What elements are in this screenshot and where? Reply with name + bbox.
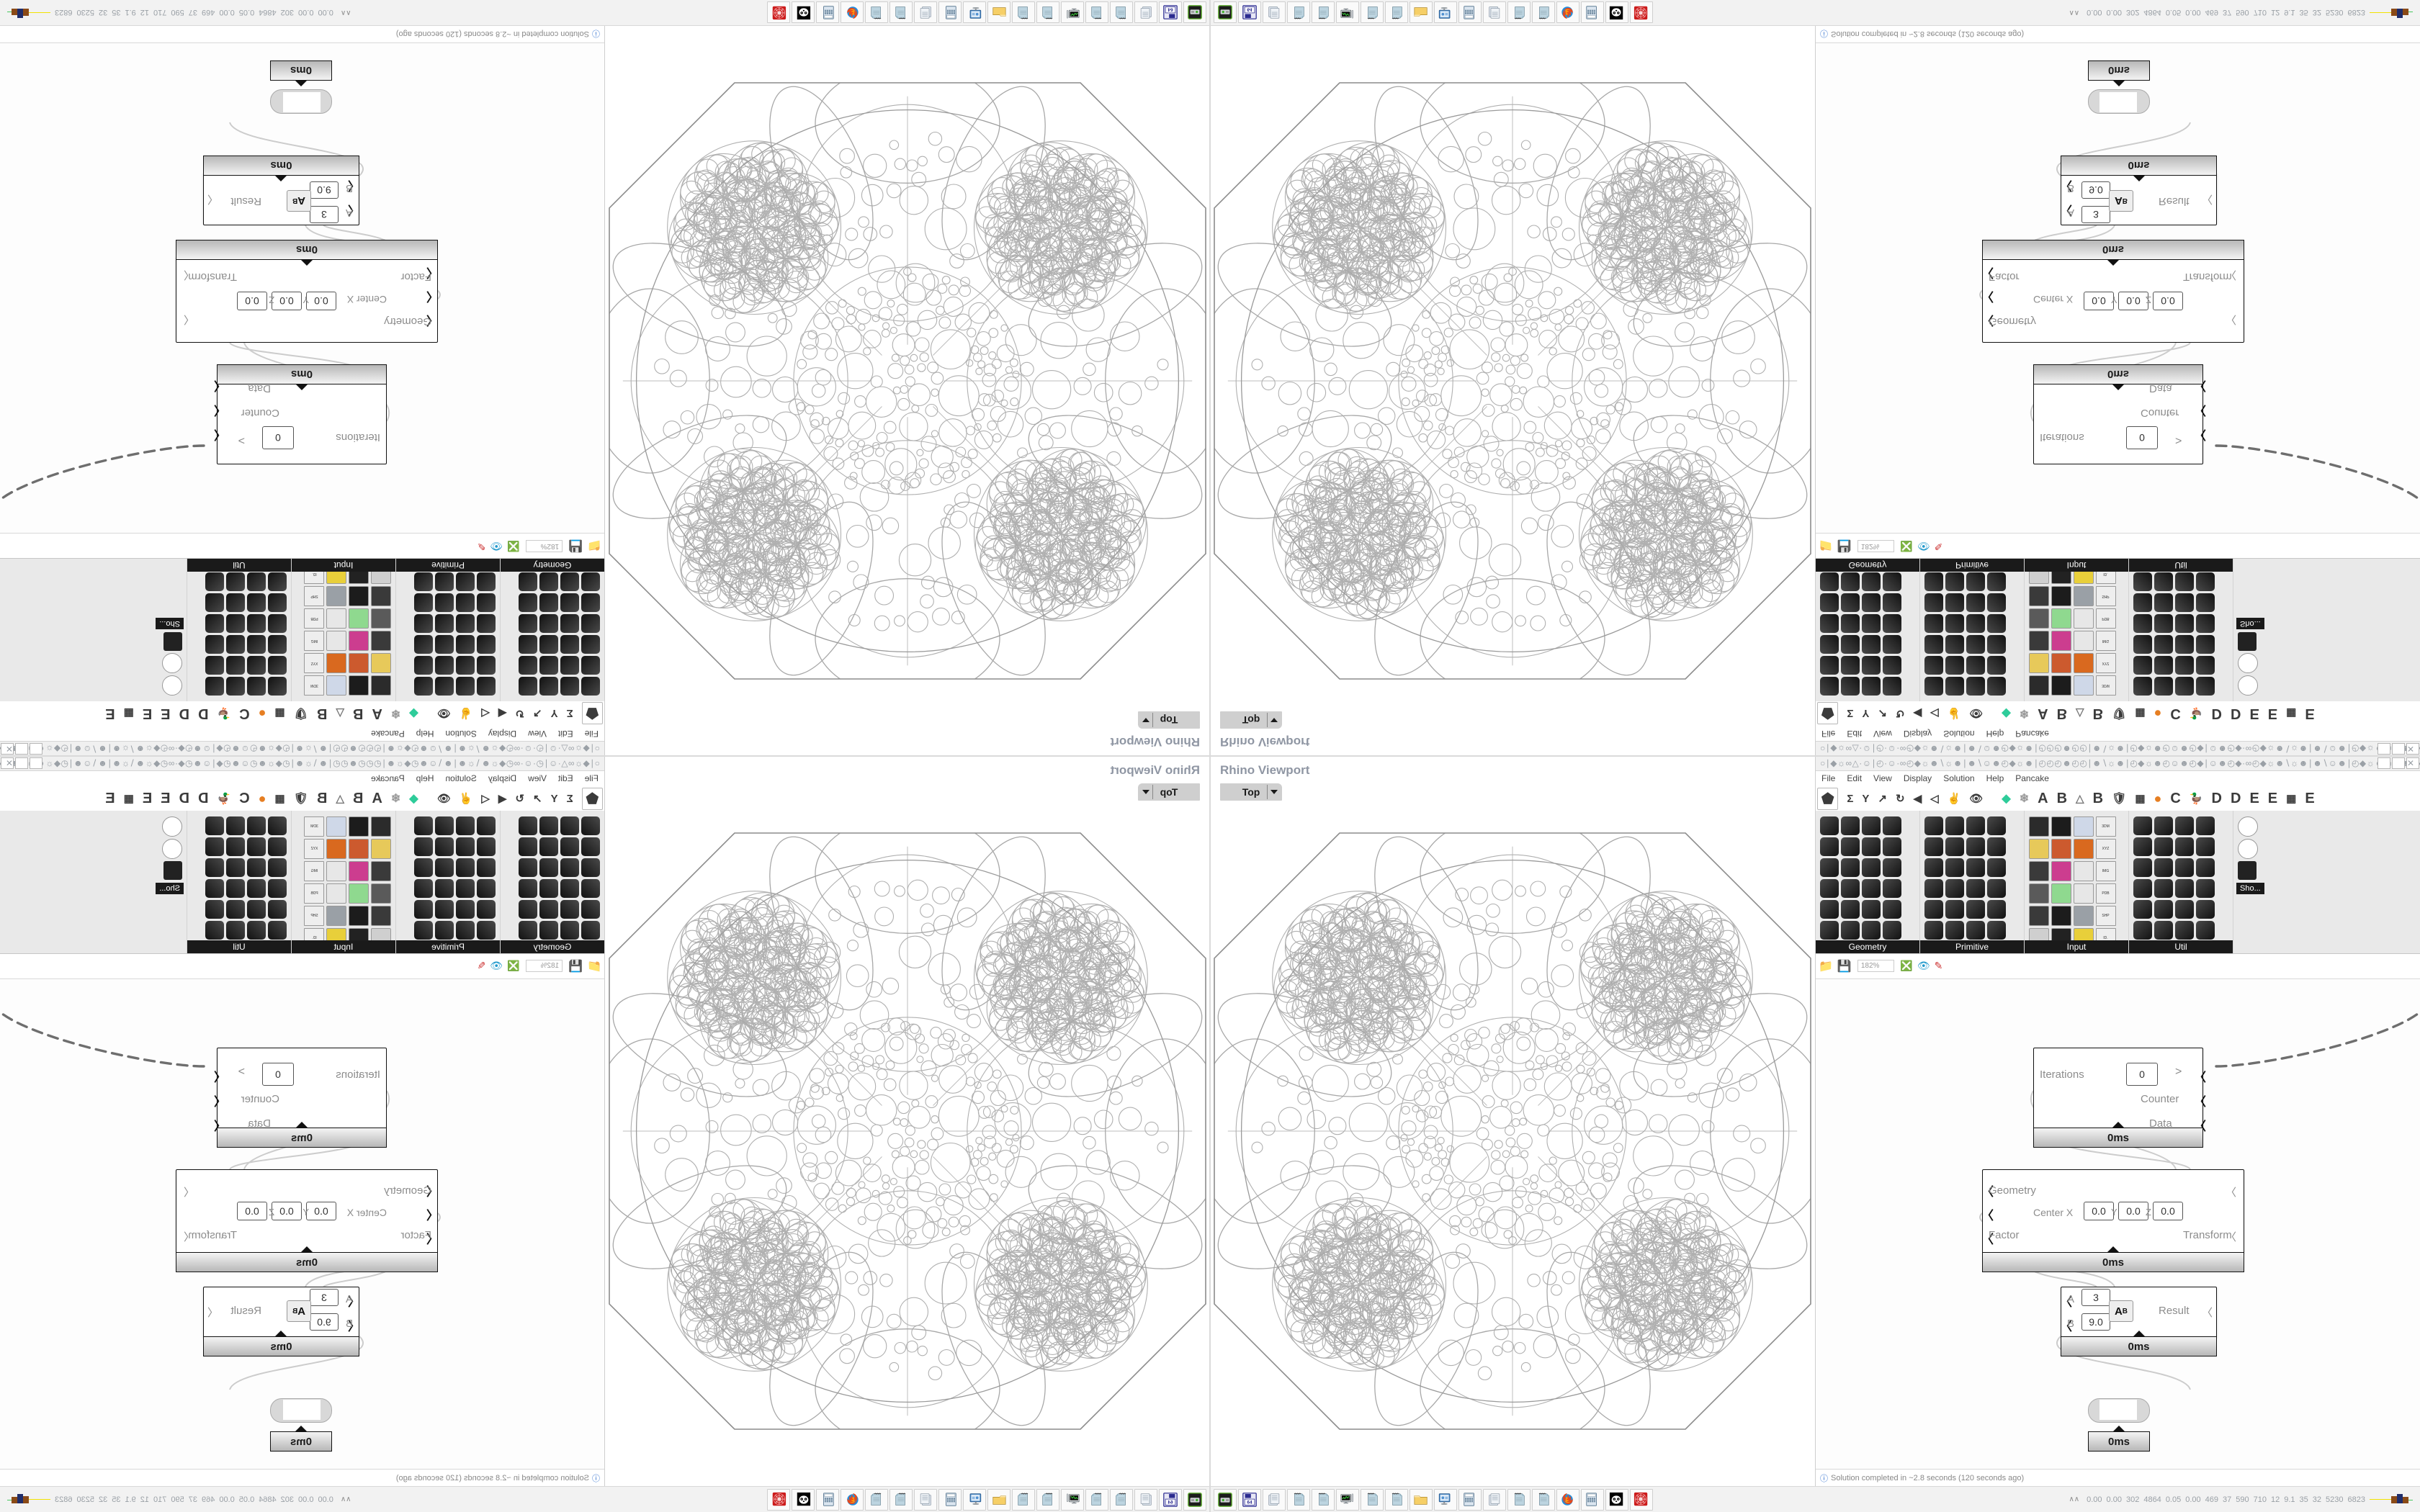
svg-text:64: 64 (1247, 1500, 1252, 1505)
svg-text:64: 64 (1168, 1500, 1173, 1505)
svg-text:64: 64 (1247, 7, 1252, 12)
